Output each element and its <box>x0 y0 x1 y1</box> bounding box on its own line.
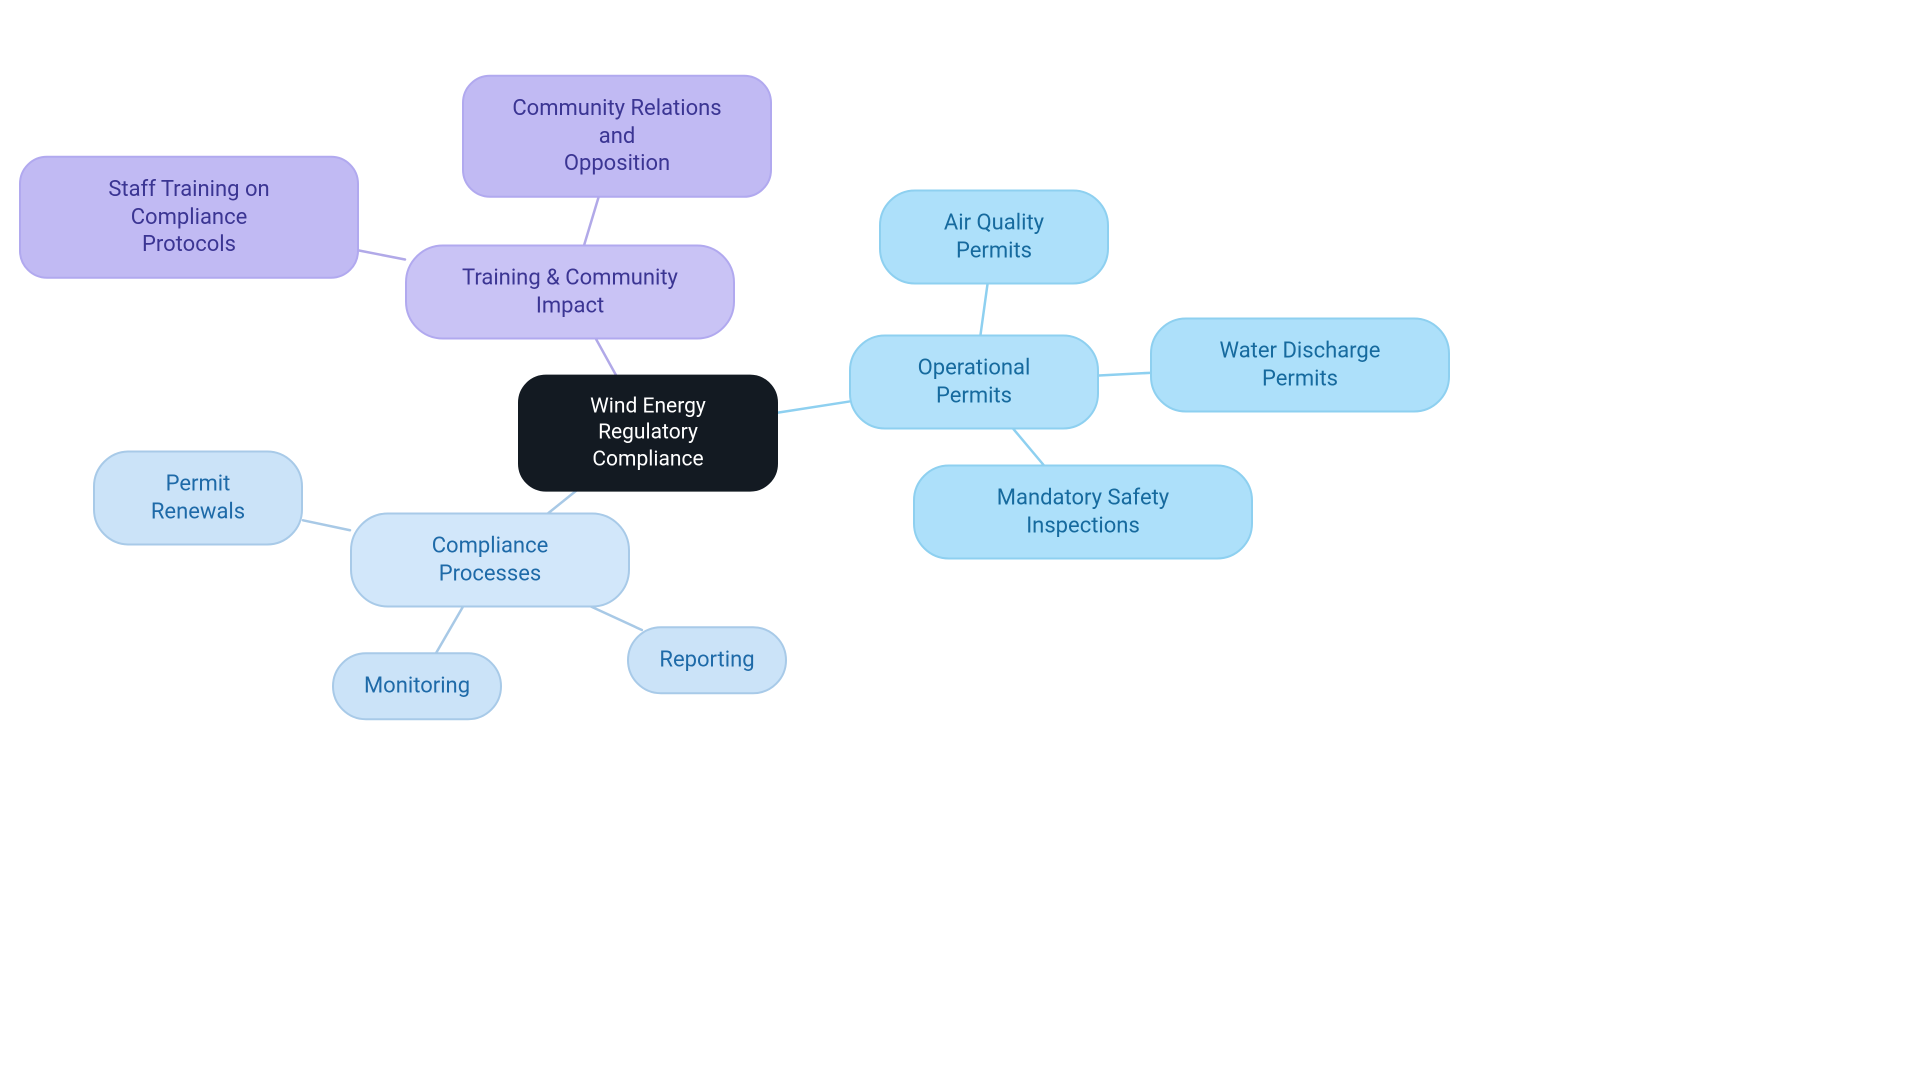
node-water-discharge: Water Discharge Permits <box>1150 318 1450 413</box>
node-label: Mandatory Safety Inspections <box>943 485 1223 540</box>
node-community-relations: Community Relations and Opposition <box>462 75 772 198</box>
node-label: Staff Training on Compliance Protocols <box>49 176 329 259</box>
node-label: Air Quality Permits <box>909 210 1079 265</box>
edge-compliance-processes-permit-renewals <box>303 520 350 530</box>
node-operational-permits: Operational Permits <box>849 335 1099 430</box>
node-staff-training: Staff Training on Compliance Protocols <box>19 156 359 279</box>
node-label: Permit Renewals <box>123 471 273 526</box>
node-safety-inspections: Mandatory Safety Inspections <box>913 465 1253 560</box>
edge-operational-permits-water-discharge <box>1099 373 1150 376</box>
edge-root-operational-permits <box>778 402 849 413</box>
node-permit-renewals: Permit Renewals <box>93 451 303 546</box>
node-root: Wind Energy Regulatory Compliance <box>518 375 778 492</box>
node-label: Operational Permits <box>879 355 1069 410</box>
node-label: Compliance Processes <box>380 533 600 588</box>
node-label: Wind Energy Regulatory Compliance <box>547 394 749 473</box>
node-training-community: Training & Community Impact <box>405 245 735 340</box>
node-label: Community Relations and Opposition <box>492 95 742 178</box>
mindmap-diagram: Wind Energy Regulatory Compliance Trainin… <box>0 0 1920 1083</box>
node-air-quality: Air Quality Permits <box>879 190 1109 285</box>
node-label: Monitoring <box>364 672 470 700</box>
node-label: Water Discharge Permits <box>1180 338 1420 393</box>
node-compliance-processes: Compliance Processes <box>350 513 630 608</box>
node-label: Training & Community Impact <box>435 265 705 320</box>
node-monitoring: Monitoring <box>332 652 502 720</box>
node-reporting: Reporting <box>627 626 787 694</box>
node-label: Reporting <box>659 646 754 674</box>
edge-training-community-staff-training <box>359 250 405 259</box>
